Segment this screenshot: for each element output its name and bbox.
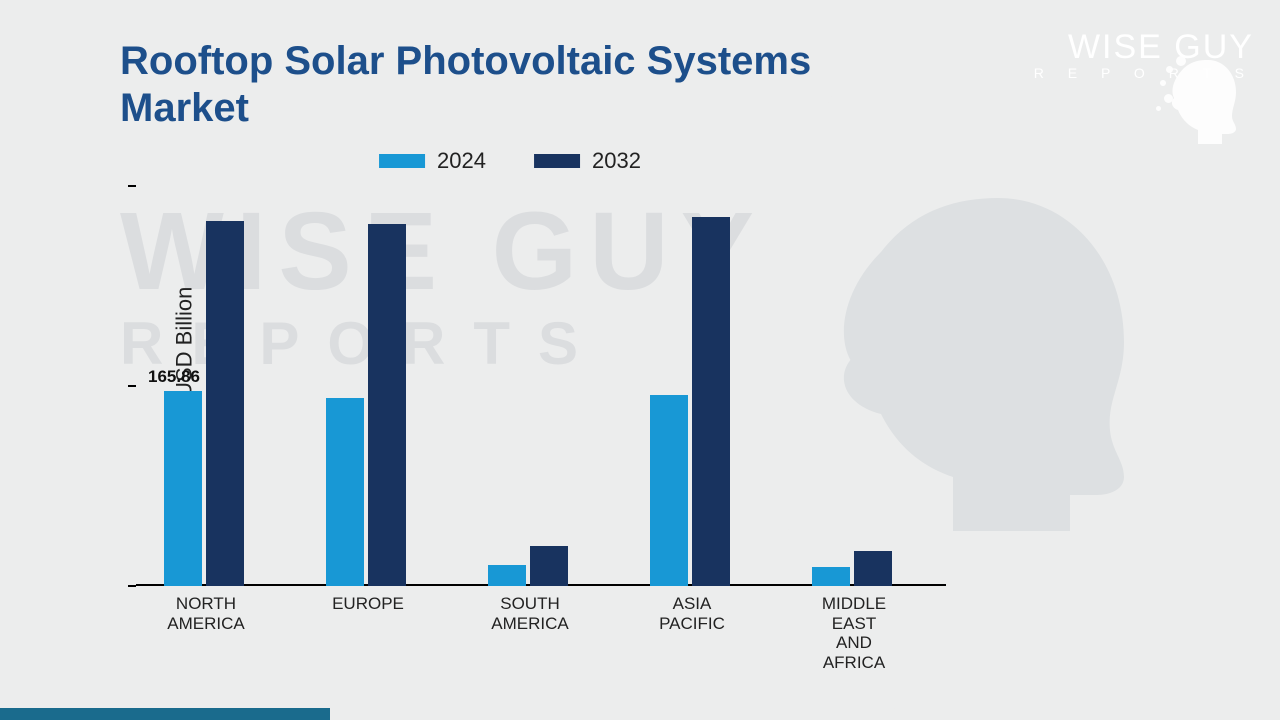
bar-2032 (530, 546, 568, 586)
page-title: Rooftop Solar Photovoltaic Systems Marke… (120, 38, 860, 132)
category-label: EUROPE (298, 594, 438, 614)
logo-head-icon (1170, 58, 1240, 153)
legend-item-2032: 2032 (534, 148, 641, 174)
bar-2032 (854, 551, 892, 586)
bar-value-label: 165.86 (148, 367, 200, 387)
legend-label-2024: 2024 (437, 148, 486, 174)
bar-2024 (164, 391, 202, 586)
bar-2024 (488, 565, 526, 586)
category-label: SOUTHAMERICA (460, 594, 600, 633)
brand-logo: WISE GUY R E P O R T S (1034, 28, 1254, 81)
bar-2024 (650, 395, 688, 586)
legend-item-2024: 2024 (379, 148, 486, 174)
legend-swatch-2032 (534, 154, 580, 168)
legend-swatch-2024 (379, 154, 425, 168)
legend: 2024 2032 (379, 148, 641, 174)
category-label: ASIAPACIFIC (622, 594, 762, 633)
y-tick (128, 585, 136, 587)
legend-label-2032: 2032 (592, 148, 641, 174)
bar-2032 (692, 217, 730, 586)
category-label: NORTHAMERICA (136, 594, 276, 633)
category-label: MIDDLEEASTANDAFRICA (784, 594, 924, 672)
footer-accent (0, 708, 330, 720)
bar-2032 (368, 224, 406, 586)
bar-2024 (812, 567, 850, 586)
bar-2032 (206, 221, 244, 586)
y-tick (128, 185, 136, 187)
y-tick (128, 385, 136, 387)
chart: Market Size in USD Billion 2024 2032 165… (60, 150, 960, 680)
stage: WISE GUY REPORTS Rooftop Solar Photovolt… (0, 0, 1280, 720)
bar-2024 (326, 398, 364, 586)
plot-area: 165.86NORTHAMERICAEUROPESOUTHAMERICAASIA… (136, 186, 946, 586)
